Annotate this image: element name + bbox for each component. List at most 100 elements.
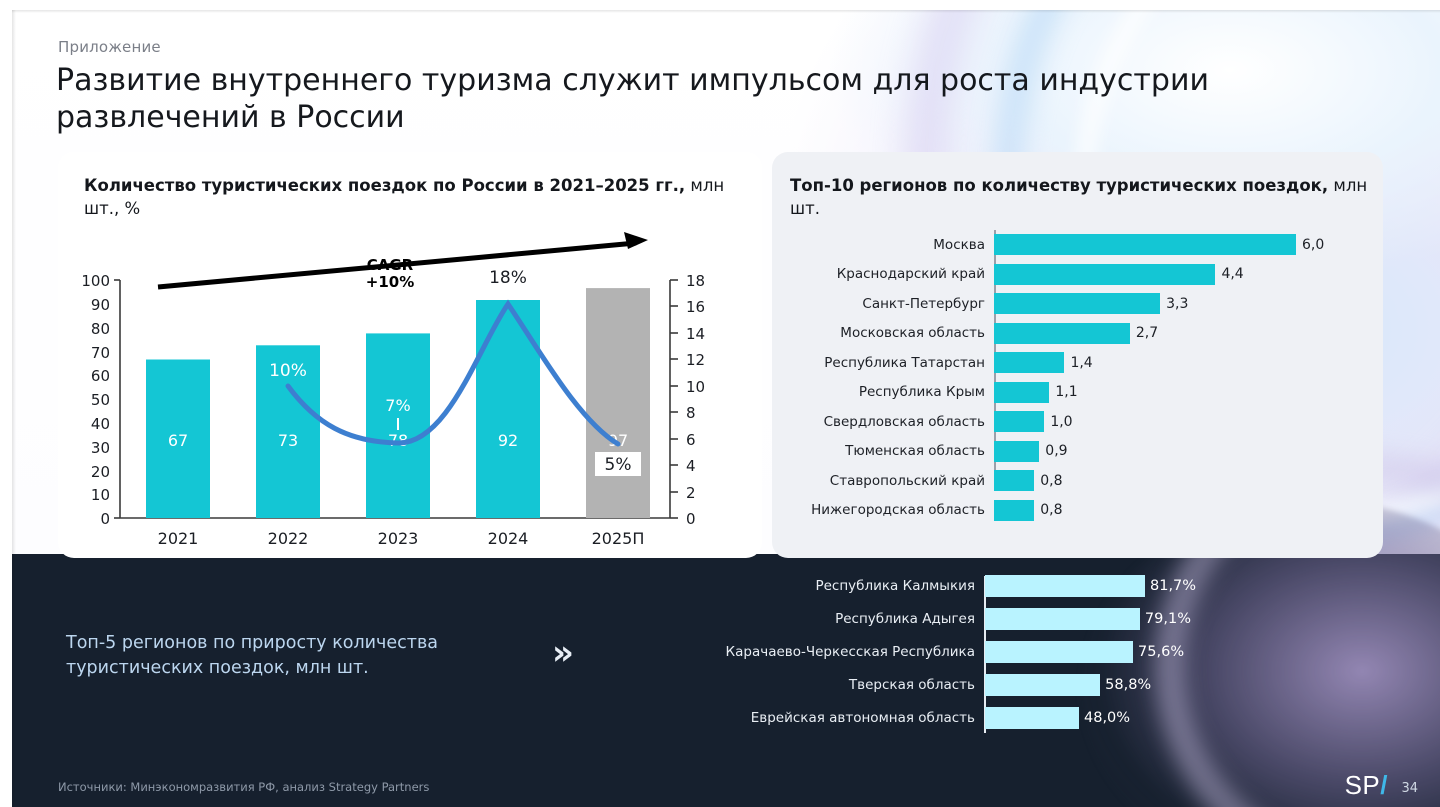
bar-track: 48,0% xyxy=(985,707,1240,729)
svg-text:16: 16 xyxy=(686,298,705,316)
right-chart-title: Топ-10 регионов по количеству туристичес… xyxy=(790,174,1383,220)
svg-text:50: 50 xyxy=(91,391,110,409)
svg-text:6: 6 xyxy=(686,431,696,449)
bar-row: Ставропольский край 0,8 xyxy=(790,470,1370,491)
left-chart-title-bold: Количество туристических поездок по Росс… xyxy=(84,176,686,195)
svg-text:7%: 7% xyxy=(385,396,410,415)
bar-value-label: 1,0 xyxy=(1050,413,1073,430)
bar-category-label: Еврейская автономная область xyxy=(750,710,975,726)
bar-track: 0,8 xyxy=(994,470,1370,491)
svg-text:10: 10 xyxy=(91,486,110,504)
svg-text:2025П: 2025П xyxy=(592,529,645,548)
bar xyxy=(994,470,1035,491)
svg-text:90: 90 xyxy=(91,296,110,314)
bar xyxy=(985,608,1140,630)
bar-value-label: 58,8% xyxy=(1105,677,1152,693)
right-chart-title-unit: млн шт. xyxy=(790,176,1368,218)
bar xyxy=(985,575,1145,597)
bar-category-label: Республика Адыгея xyxy=(835,611,975,627)
brand-logo: SP/ xyxy=(1345,770,1388,801)
svg-text:2: 2 xyxy=(686,484,696,502)
svg-text:+10%: +10% xyxy=(366,273,414,291)
bar xyxy=(994,411,1045,432)
bar-track: 1,1 xyxy=(994,381,1370,403)
chevron-double-right-icon: » xyxy=(552,633,574,673)
bar-row: Республика Крым 1,1 xyxy=(790,381,1370,403)
svg-text:40: 40 xyxy=(91,415,110,433)
chart-x-labels: 2021 2022 2023 2024 2025П xyxy=(158,529,645,548)
top10-rows: Москва 6,0 Краснодарский край 4,4 Санкт-Пете… xyxy=(790,234,1370,529)
bar-2022 xyxy=(256,345,320,518)
svg-text:0: 0 xyxy=(100,510,110,528)
svg-text:10%: 10% xyxy=(269,361,307,381)
svg-text:4: 4 xyxy=(686,457,696,475)
bar-value-label: 3,3 xyxy=(1166,295,1189,312)
svg-text:73: 73 xyxy=(278,431,298,450)
bar-row: Краснодарский край 4,4 xyxy=(790,263,1370,285)
bar-value-label: 2,7 xyxy=(1135,325,1159,341)
trips-combo-chart: 100 90 80 70 60 50 40 30 20 10 0 xyxy=(81,232,705,548)
growth-line xyxy=(285,299,621,447)
bar-row: Республика Калмыкия 81,7% xyxy=(600,575,1240,597)
bar-category-label: Московская область xyxy=(840,325,985,341)
svg-text:30: 30 xyxy=(91,439,110,457)
bar-track: 2,7 xyxy=(994,322,1370,344)
bar-2025p xyxy=(586,288,650,518)
bar-row: Санкт-Петербург 3,3 xyxy=(790,293,1370,314)
svg-text:5%: 5% xyxy=(605,455,632,475)
bar-value-label: 4,4 xyxy=(1221,266,1244,282)
left-chart-title: Количество туристических поездок по Росс… xyxy=(84,174,762,220)
bar-category-label: Санкт-Петербург xyxy=(862,295,985,312)
bar-2021 xyxy=(146,359,210,518)
bar-value-label: 79,1% xyxy=(1144,611,1191,627)
bar xyxy=(994,263,1216,285)
bar-value-label: 1,4 xyxy=(1070,354,1093,371)
svg-text:97: 97 xyxy=(608,431,628,450)
svg-text:14: 14 xyxy=(686,325,705,343)
bar-track: 1,0 xyxy=(994,411,1370,432)
bar-value-label: 81,7% xyxy=(1150,578,1197,594)
bar-category-label: Тверская область xyxy=(848,677,975,693)
page-number: 34 xyxy=(1401,781,1418,796)
svg-text:10: 10 xyxy=(686,378,705,396)
bar-category-label: Республика Татарстан xyxy=(824,354,985,371)
svg-text:92: 92 xyxy=(498,431,518,450)
svg-text:70: 70 xyxy=(91,344,110,362)
right-axis-ticks: 18 16 14 12 10 8 6 4 2 0 xyxy=(670,272,705,528)
bar-row: Московская область 2,7 xyxy=(790,322,1370,344)
bar-value-label: 0,8 xyxy=(1040,472,1063,489)
bar xyxy=(985,674,1101,696)
bar-category-label: Ставропольский край xyxy=(829,472,985,489)
bar xyxy=(994,381,1050,403)
bar-category-label: Свердловская область xyxy=(823,413,985,430)
bar-category-label: Карачаево-Черкесская Республика xyxy=(725,644,975,660)
bar xyxy=(994,322,1130,344)
bar-track: 81,7% xyxy=(985,575,1240,597)
logo-slash: / xyxy=(1380,770,1388,800)
bar-row: Нижегородская область 0,8 xyxy=(790,499,1370,521)
left-axis-ticks: 100 90 80 70 60 50 40 30 20 10 0 xyxy=(81,272,110,528)
bar-track: 79,1% xyxy=(985,608,1240,630)
svg-text:2024: 2024 xyxy=(488,529,529,548)
bar xyxy=(994,234,1296,255)
bar-track: 0,9 xyxy=(994,440,1370,462)
svg-text:18: 18 xyxy=(686,272,705,290)
bar-value-label: 6,0 xyxy=(1302,236,1325,253)
bar-track: 0,8 xyxy=(994,499,1370,521)
card-top10-regions: Топ-10 регионов по количеству туристичес… xyxy=(772,152,1383,558)
svg-text:18%: 18% xyxy=(489,268,527,288)
top5-rows: Республика Калмыкия 81,7% Республика Адыге… xyxy=(600,575,1240,740)
right-chart-title-bold: Топ-10 регионов по количеству туристичес… xyxy=(790,176,1329,195)
svg-text:2023: 2023 xyxy=(378,529,419,548)
bar xyxy=(985,641,1134,663)
svg-text:12: 12 xyxy=(686,351,705,369)
bar xyxy=(985,707,1079,729)
svg-text:80: 80 xyxy=(91,320,110,338)
bar-row: Республика Татарстан 1,4 xyxy=(790,352,1370,373)
svg-text:20: 20 xyxy=(91,463,110,481)
left-chart-title-unit: млн шт., % xyxy=(84,176,725,218)
top5-growth-title: Топ-5 регионов по приросту количества ту… xyxy=(66,633,439,678)
svg-text:67: 67 xyxy=(168,431,188,450)
source-note: Источники: Минэкономразвития РФ, анализ … xyxy=(58,780,430,794)
